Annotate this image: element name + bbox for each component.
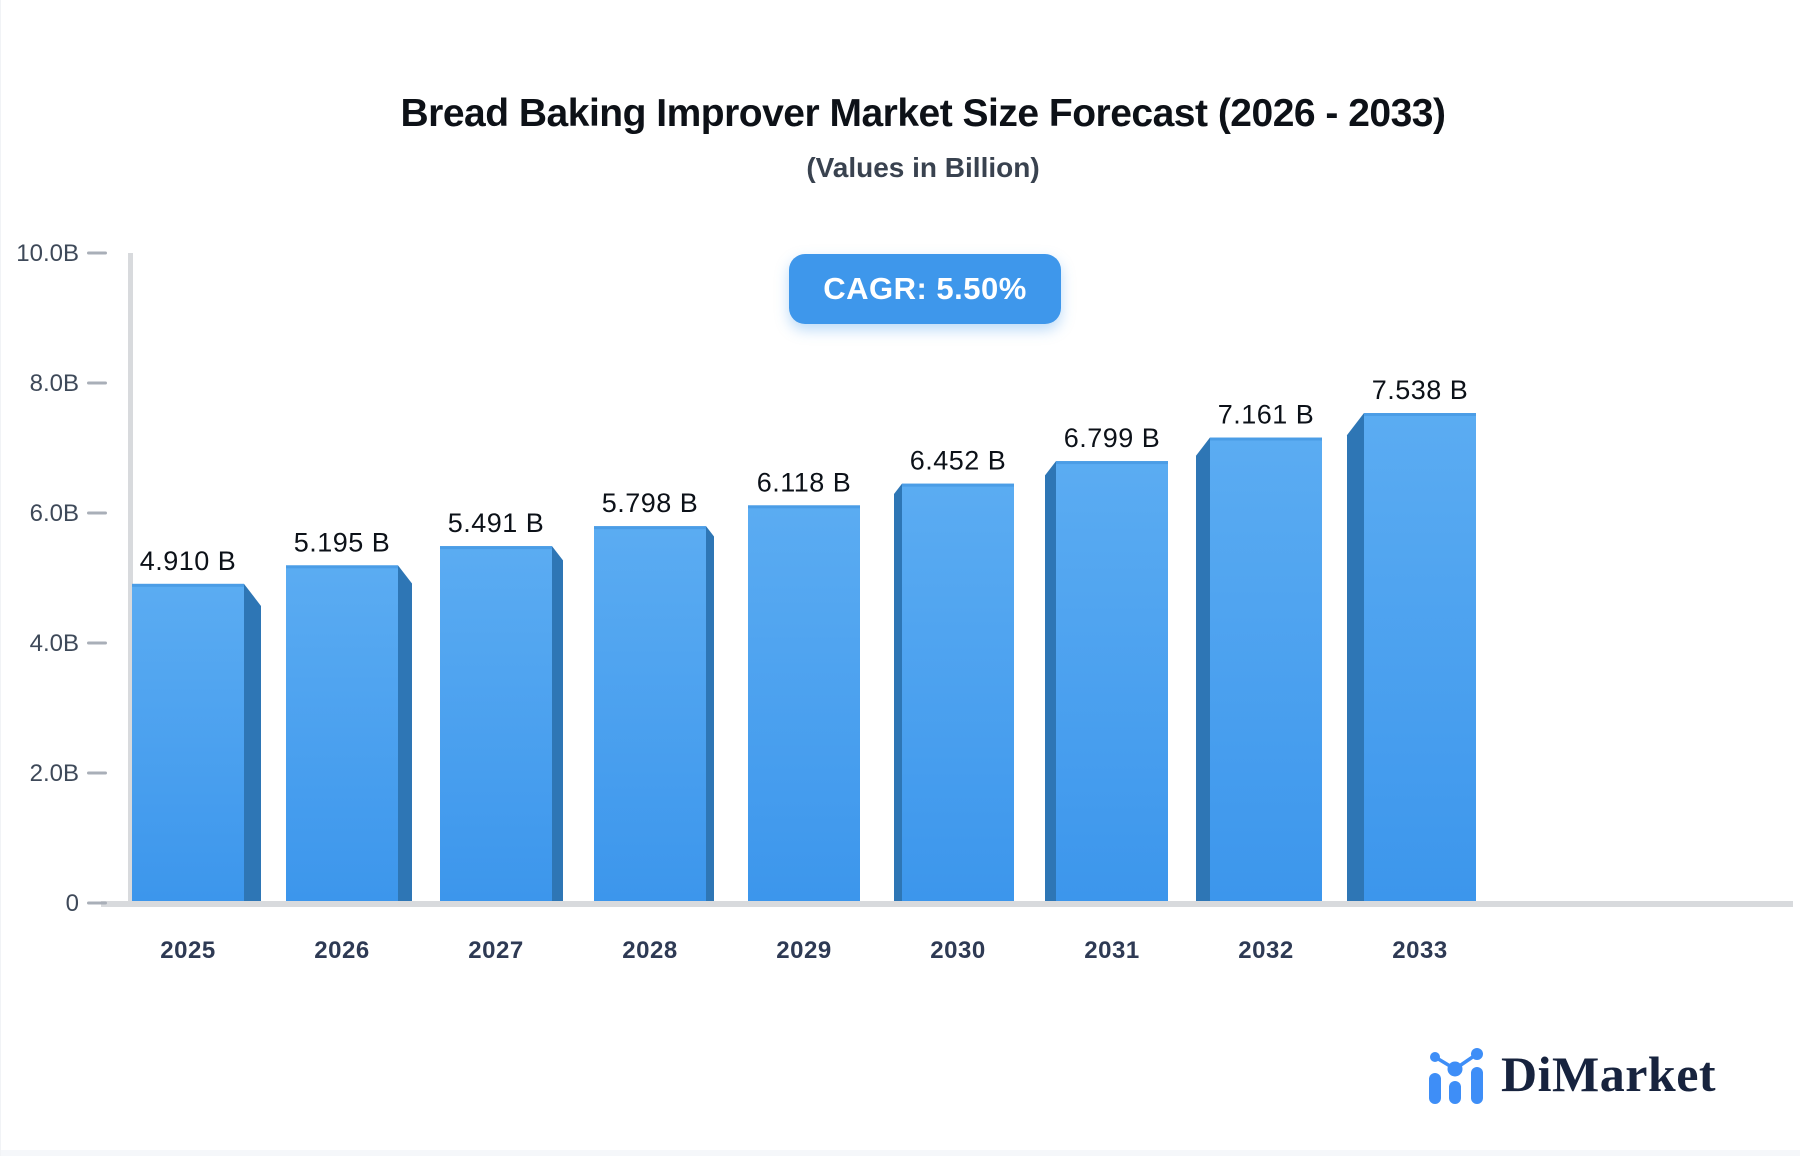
bar-side-2025 <box>244 583 261 901</box>
bar-2031 <box>1056 461 1168 901</box>
bar-value-label: 6.118 B <box>757 467 852 497</box>
bar-2026 <box>286 565 398 901</box>
bar-top-edge-2032 <box>1210 437 1322 441</box>
y-tick-dash <box>87 771 107 775</box>
y-tick-label: 8.0B <box>30 370 79 397</box>
bar-value-label: 5.195 B <box>294 527 391 557</box>
dimarket-logo: DiMarket <box>1425 1038 1716 1110</box>
y-tick-dash <box>87 901 107 905</box>
cagr-badge: CAGR: 5.50% <box>789 254 1061 324</box>
bar-chart-logo-icon <box>1429 1048 1483 1104</box>
bar-side-2031 <box>1045 461 1056 901</box>
y-tick-label: 0 <box>66 890 79 917</box>
bar-value-label: 6.452 B <box>910 446 1007 476</box>
bar-side-2026 <box>398 565 412 901</box>
bar-top-edge-2030 <box>902 483 1014 487</box>
x-tick-label: 2029 <box>776 937 831 964</box>
bar-2033 <box>1364 413 1476 901</box>
y-tick-label: 4.0B <box>30 630 79 657</box>
dimarket-logo-text: DiMarket <box>1501 1046 1717 1102</box>
x-tick-label: 2028 <box>622 937 677 964</box>
page-title: Bread Baking Improver Market Size Foreca… <box>400 92 1446 135</box>
y-tick-label: 2.0B <box>30 760 79 787</box>
y-tick-dash <box>87 381 107 385</box>
x-tick-label: 2031 <box>1084 937 1139 964</box>
bar-2030 <box>902 483 1014 901</box>
bar-side-2028 <box>706 526 714 901</box>
y-tick-dash <box>87 511 107 515</box>
x-tick-label: 2030 <box>930 937 985 964</box>
bar-value-label: 5.798 B <box>602 488 699 518</box>
y-tick-dash <box>87 641 107 645</box>
y-tick-dash <box>87 251 107 255</box>
bar-2027 <box>440 546 552 901</box>
bar-value-label: 7.538 B <box>1372 375 1469 405</box>
bar-top-edge-2028 <box>594 526 706 530</box>
bar-side-2030 <box>894 483 902 901</box>
x-tick-label: 2027 <box>468 937 523 964</box>
bar-value-label: 4.910 B <box>140 546 237 576</box>
x-tick-label: 2026 <box>314 937 369 964</box>
page-subtitle: (Values in Billion) <box>806 152 1040 183</box>
bar-value-label: 6.799 B <box>1064 423 1161 453</box>
x-tick-label: 2025 <box>160 937 215 964</box>
x-tick-label: 2032 <box>1238 937 1293 964</box>
bar-top-edge-2031 <box>1056 461 1168 465</box>
bar-top-edge-2026 <box>286 565 398 569</box>
bar-value-label: 7.161 B <box>1218 400 1315 430</box>
bar-2025 <box>132 583 244 901</box>
y-tick-label: 10.0B <box>16 240 79 267</box>
bar-top-edge-2027 <box>440 546 552 550</box>
chart-header: Bread Baking Improver Market Size Foreca… <box>1 92 1800 184</box>
bar-side-2027 <box>552 546 563 901</box>
bar-side-2032 <box>1196 437 1210 901</box>
x-tick-label: 2033 <box>1392 937 1447 964</box>
bar-2029 <box>748 505 860 901</box>
y-axis-line <box>128 253 133 905</box>
x-axis-line <box>101 901 1793 907</box>
page-bottom-border <box>1 1150 1800 1156</box>
bar-side-2033 <box>1347 413 1364 901</box>
bar-top-edge-2025 <box>132 583 244 587</box>
y-tick-label: 6.0B <box>30 500 79 527</box>
bar-2032 <box>1210 437 1322 901</box>
bar-top-edge-2033 <box>1364 413 1476 417</box>
bar-value-label: 5.491 B <box>448 508 545 538</box>
bar-top-edge-2029 <box>748 505 860 509</box>
bar-2028 <box>594 526 706 901</box>
